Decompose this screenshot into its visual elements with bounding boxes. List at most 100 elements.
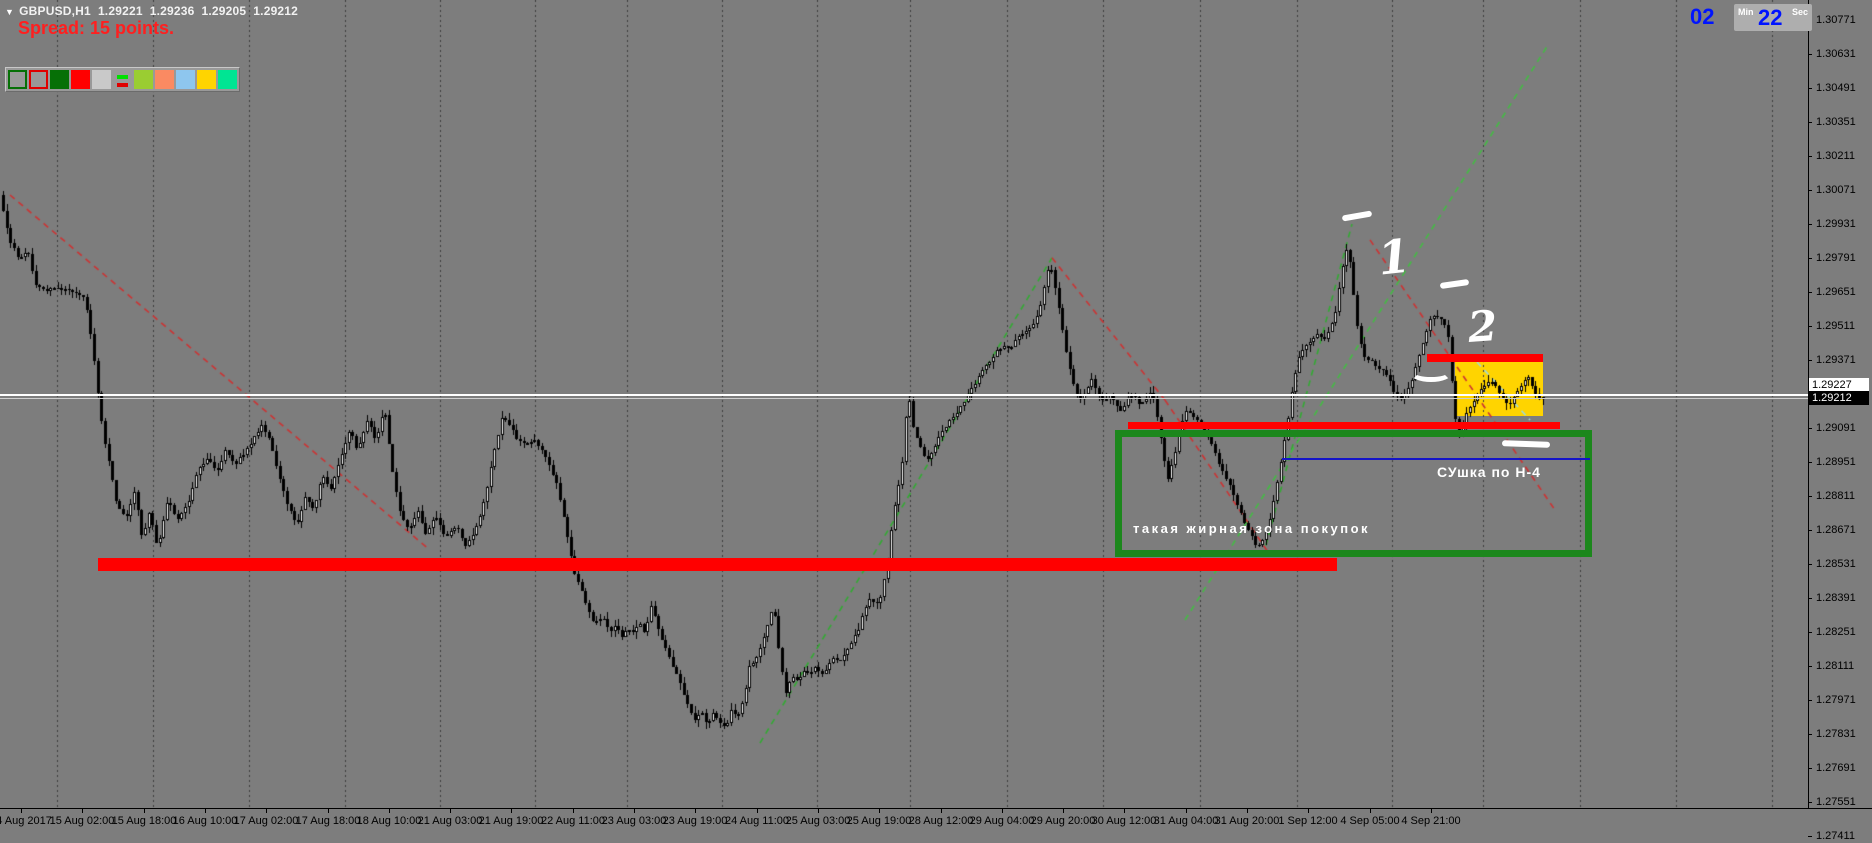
time-axis-tick <box>1370 809 1371 813</box>
buy-zone-label[interactable]: такая жирная зона покупок <box>1133 521 1371 536</box>
price-axis-tick <box>1808 224 1812 225</box>
symbol-timeframe: GBPUSD,H1 <box>19 4 91 18</box>
price-axis-label: 1.30351 <box>1816 116 1856 128</box>
price-axis[interactable]: 1.30771 1.30631 1.30491 1.30351 1.30211 1.300… <box>1808 0 1872 842</box>
support-curve-mark[interactable] <box>1410 364 1452 382</box>
price-axis-tick <box>1808 428 1812 429</box>
price-axis-label: 1.27411 <box>1816 830 1855 842</box>
time-axis-label: 29 Aug 20:00 <box>1030 815 1096 827</box>
bid-price-label: 1.29212 <box>1809 391 1869 405</box>
time-axis-label: 22 Aug 11:00 <box>540 815 606 827</box>
price-axis-label: 1.29511 <box>1816 320 1855 332</box>
price-axis-tick <box>1808 666 1812 667</box>
time-axis-tick <box>818 809 819 813</box>
price-axis-label: 1.30491 <box>1816 82 1856 94</box>
price-axis-tick <box>1808 496 1812 497</box>
time-axis-label: 17 Aug 18:00 <box>295 815 361 827</box>
h4-level-blue-line[interactable] <box>1282 458 1590 460</box>
buy-zone-rectangle[interactable] <box>1115 430 1592 557</box>
time-axis-label: 23 Aug 03:00 <box>601 815 667 827</box>
timer-minutes: 02 <box>1690 4 1715 29</box>
time-axis-tick <box>757 809 758 813</box>
time-axis-tick <box>1124 809 1125 813</box>
time-axis-tick <box>634 809 635 813</box>
green-swatch[interactable] <box>50 70 69 89</box>
ohlc-low: 1.29205 <box>201 4 247 18</box>
outline-green-swatch[interactable] <box>8 70 27 89</box>
candle-timer: 02 Min 22 Sec <box>1672 0 1872 36</box>
price-axis-label: 1.29931 <box>1816 218 1856 230</box>
time-axis-tick <box>573 809 574 813</box>
price-axis-label: 1.28111 <box>1816 660 1855 672</box>
price-axis-tick <box>1808 564 1812 565</box>
springgreen-swatch[interactable] <box>218 70 237 89</box>
wave-mark-1[interactable]: 1 <box>1375 228 1413 286</box>
time-axis-tick <box>941 809 942 813</box>
salmon-swatch[interactable] <box>155 70 174 89</box>
price-axis-tick <box>1808 768 1812 769</box>
time-axis-label: 29 Aug 04:00 <box>969 815 1035 827</box>
time-axis-tick <box>1063 809 1064 813</box>
zone-top-red-bar[interactable] <box>1128 422 1560 429</box>
ohlc-close: 1.29212 <box>253 4 299 18</box>
h4-label[interactable]: СУшка по Н-4 <box>1437 464 1541 480</box>
time-axis-label: 17 Aug 02:00 <box>233 815 299 827</box>
time-axis-tick <box>328 809 329 813</box>
long-red-support-bar[interactable] <box>98 558 1337 571</box>
price-axis-label: 1.30631 <box>1816 48 1856 60</box>
wave-mark-2[interactable]: 2 <box>1466 301 1499 352</box>
ask-price-label: 1.29227 <box>1809 378 1869 392</box>
time-axis-tick <box>450 809 451 813</box>
time-axis-label: 21 Aug 19:00 <box>478 815 544 827</box>
time-axis-tick <box>1308 809 1309 813</box>
price-axis-label: 1.30771 <box>1816 14 1856 26</box>
time-axis-label: 24 Aug 11:00 <box>724 815 790 827</box>
lightblue-swatch[interactable] <box>176 70 195 89</box>
price-axis-tick <box>1808 54 1812 55</box>
time-axis-tick <box>389 809 390 813</box>
box-top-red-bar[interactable] <box>1427 354 1543 362</box>
ask-price-line <box>0 394 1808 396</box>
price-axis-label: 1.28531 <box>1816 558 1856 570</box>
outline-red-swatch[interactable] <box>29 70 48 89</box>
price-axis-tick <box>1808 88 1812 89</box>
price-axis-label: 1.28811 <box>1816 490 1855 502</box>
price-axis-label: 1.29651 <box>1816 286 1856 298</box>
timer-min-label: Min <box>1738 7 1754 17</box>
price-axis-tick <box>1808 326 1812 327</box>
time-axis-label: 14 Aug 2017 <box>0 815 52 827</box>
price-axis-label: 1.30071 <box>1816 184 1856 196</box>
price-axis-tick <box>1808 190 1812 191</box>
time-axis-label: 25 Aug 19:00 <box>846 815 912 827</box>
time-axis-label: 4 Sep 21:00 <box>1401 815 1461 827</box>
time-axis-label: 15 Aug 02:00 <box>49 815 115 827</box>
candlestick-chart[interactable] <box>0 0 1808 808</box>
price-axis-label: 1.28671 <box>1816 524 1856 536</box>
time-axis-label: 21 Aug 03:00 <box>417 815 483 827</box>
red-swatch[interactable] <box>71 70 90 89</box>
bid-price-line <box>0 398 1808 399</box>
gray-swatch[interactable] <box>92 70 111 89</box>
time-axis-label: 18 Aug 10:00 <box>356 815 422 827</box>
time-axis-line <box>0 808 1872 809</box>
price-axis-tick <box>1808 598 1812 599</box>
time-axis-label: 23 Aug 19:00 <box>662 815 728 827</box>
time-axis-label: 25 Aug 03:00 <box>785 815 851 827</box>
time-axis-label: 30 Aug 12:00 <box>1091 815 1157 827</box>
time-axis-tick <box>1002 809 1003 813</box>
time-axis-label: 28 Aug 12:00 <box>908 815 974 827</box>
bull-bear-swatch[interactable] <box>113 70 132 89</box>
price-axis-label: 1.28391 <box>1816 592 1856 604</box>
time-axis-tick <box>1431 809 1432 813</box>
yellowgreen-swatch[interactable] <box>134 70 153 89</box>
gold-swatch[interactable] <box>197 70 216 89</box>
price-axis-tick <box>1808 700 1812 701</box>
symbol-dropdown-icon[interactable]: ▼ <box>5 7 15 17</box>
time-axis-label: 31 Aug 04:00 <box>1153 815 1219 827</box>
color-palette-toolbar <box>5 67 240 92</box>
time-axis-label: 31 Aug 20:00 <box>1214 815 1280 827</box>
price-axis-line <box>1808 0 1809 808</box>
time-axis-tick <box>879 809 880 813</box>
